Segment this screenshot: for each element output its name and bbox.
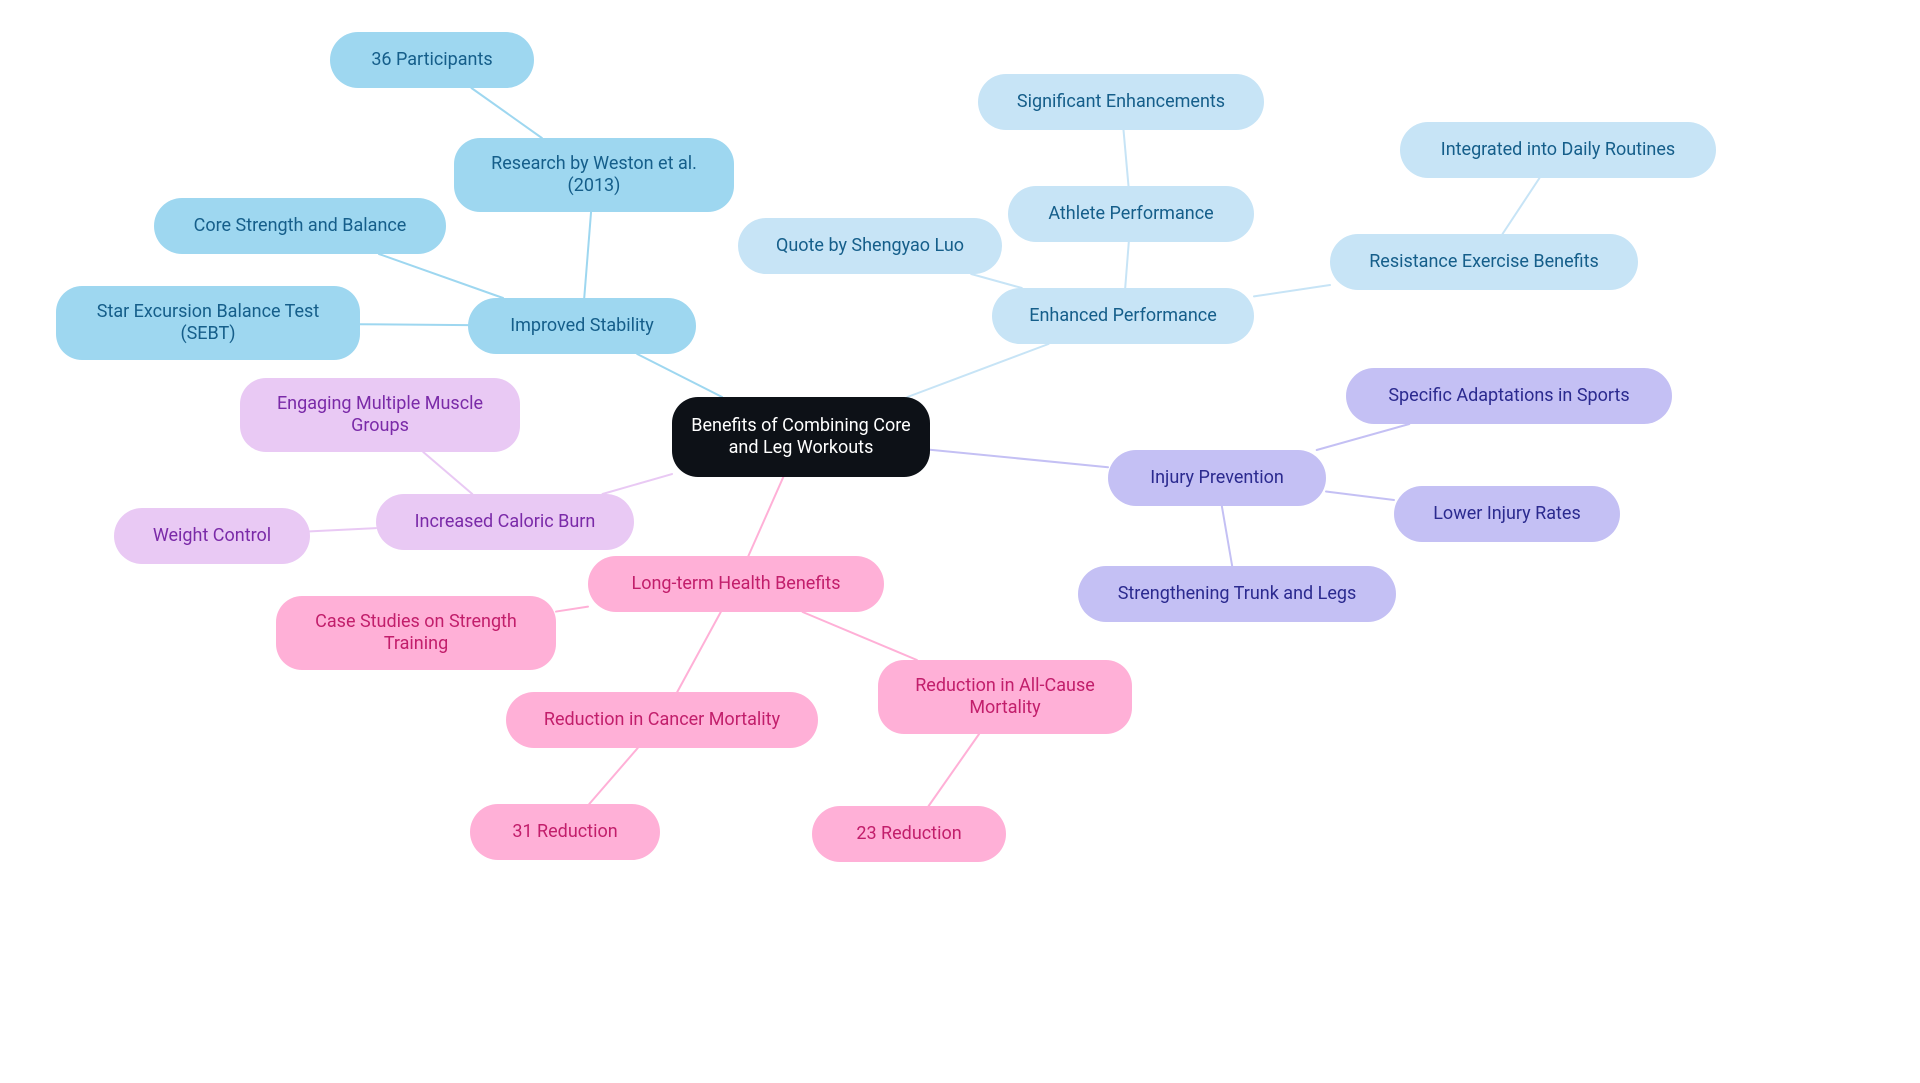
node-label: Benefits of Combining Core and Leg Worko…	[691, 415, 910, 460]
edge-stab-sebt	[360, 324, 468, 325]
edge-stab-coreb	[379, 254, 503, 298]
edge-cancer-r31	[589, 748, 638, 804]
node-long: Long-term Health Benefits	[588, 556, 884, 612]
edge-perf-ath	[1125, 242, 1129, 288]
node-daily: Integrated into Daily Routines	[1400, 122, 1716, 178]
node-label: Injury Prevention	[1150, 467, 1284, 490]
edge-weston-part	[471, 88, 541, 138]
node-coreb: Core Strength and Balance	[154, 198, 446, 254]
node-sebt: Star Excursion Balance Test (SEBT)	[56, 286, 360, 360]
node-label: Strengthening Trunk and Legs	[1118, 583, 1357, 606]
node-label: Case Studies on Strength Training	[315, 611, 517, 656]
edge-ath-sig	[1124, 130, 1129, 186]
mindmap-canvas: Benefits of Combining Core and Leg Worko…	[0, 0, 1920, 1083]
node-label: Athlete Performance	[1048, 203, 1213, 226]
node-label: Weight Control	[153, 525, 271, 548]
node-label: Improved Stability	[510, 315, 654, 338]
node-root: Benefits of Combining Core and Leg Worko…	[672, 397, 930, 477]
edge-root-long	[748, 477, 783, 556]
node-trunk: Strengthening Trunk and Legs	[1078, 566, 1396, 622]
node-label: Long-term Health Benefits	[632, 573, 841, 596]
node-label: Reduction in Cancer Mortality	[544, 709, 780, 732]
node-label: Increased Caloric Burn	[415, 511, 596, 534]
node-label: Enhanced Performance	[1029, 305, 1217, 328]
node-ath: Athlete Performance	[1008, 186, 1254, 242]
node-label: 36 Participants	[371, 49, 492, 72]
edge-root-inj	[930, 450, 1108, 468]
node-adapt: Specific Adaptations in Sports	[1346, 368, 1672, 424]
node-label: Resistance Exercise Benefits	[1369, 251, 1599, 274]
edge-long-allcause	[803, 612, 917, 660]
node-allcause: Reduction in All-Cause Mortality	[878, 660, 1132, 734]
node-cancer: Reduction in Cancer Mortality	[506, 692, 818, 748]
node-label: Reduction in All-Cause Mortality	[915, 675, 1095, 720]
edge-res-daily	[1503, 178, 1540, 234]
node-label: Research by Weston et al. (2013)	[491, 153, 697, 198]
node-label: Quote by Shengyao Luo	[776, 235, 964, 258]
node-label: Lower Injury Rates	[1433, 503, 1581, 526]
edge-root-cal	[603, 474, 672, 494]
edge-stab-weston	[584, 212, 591, 298]
node-label: Specific Adaptations in Sports	[1388, 385, 1629, 408]
node-weight: Weight Control	[114, 508, 310, 564]
edge-inj-adapt	[1317, 424, 1410, 450]
node-res: Resistance Exercise Benefits	[1330, 234, 1638, 290]
node-inj: Injury Prevention	[1108, 450, 1326, 506]
edge-cal-weight	[310, 528, 376, 531]
node-cal: Increased Caloric Burn	[376, 494, 634, 550]
node-case: Case Studies on Strength Training	[276, 596, 556, 670]
node-label: Integrated into Daily Routines	[1441, 139, 1675, 162]
node-label: 31 Reduction	[512, 821, 617, 844]
edge-perf-quote	[971, 274, 1022, 288]
node-lower: Lower Injury Rates	[1394, 486, 1620, 542]
node-weston: Research by Weston et al. (2013)	[454, 138, 734, 212]
edge-allcause-r23	[929, 734, 979, 806]
node-stab: Improved Stability	[468, 298, 696, 354]
edge-root-stab	[637, 354, 722, 397]
edge-perf-res	[1254, 285, 1330, 296]
edge-inj-trunk	[1222, 506, 1232, 566]
edge-root-perf	[907, 344, 1048, 397]
edge-cal-eng	[423, 452, 472, 494]
node-eng: Engaging Multiple Muscle Groups	[240, 378, 520, 452]
node-label: Core Strength and Balance	[194, 215, 407, 238]
node-label: Engaging Multiple Muscle Groups	[277, 393, 483, 438]
node-r23: 23 Reduction	[812, 806, 1006, 862]
node-sig: Significant Enhancements	[978, 74, 1264, 130]
node-label: Significant Enhancements	[1017, 91, 1225, 114]
node-label: 23 Reduction	[856, 823, 961, 846]
node-perf: Enhanced Performance	[992, 288, 1254, 344]
node-quote: Quote by Shengyao Luo	[738, 218, 1002, 274]
edge-long-cancer	[677, 612, 721, 692]
node-part: 36 Participants	[330, 32, 534, 88]
node-label: Star Excursion Balance Test (SEBT)	[97, 301, 320, 346]
edge-inj-lower	[1326, 492, 1394, 500]
node-r31: 31 Reduction	[470, 804, 660, 860]
edge-long-case	[556, 607, 588, 612]
